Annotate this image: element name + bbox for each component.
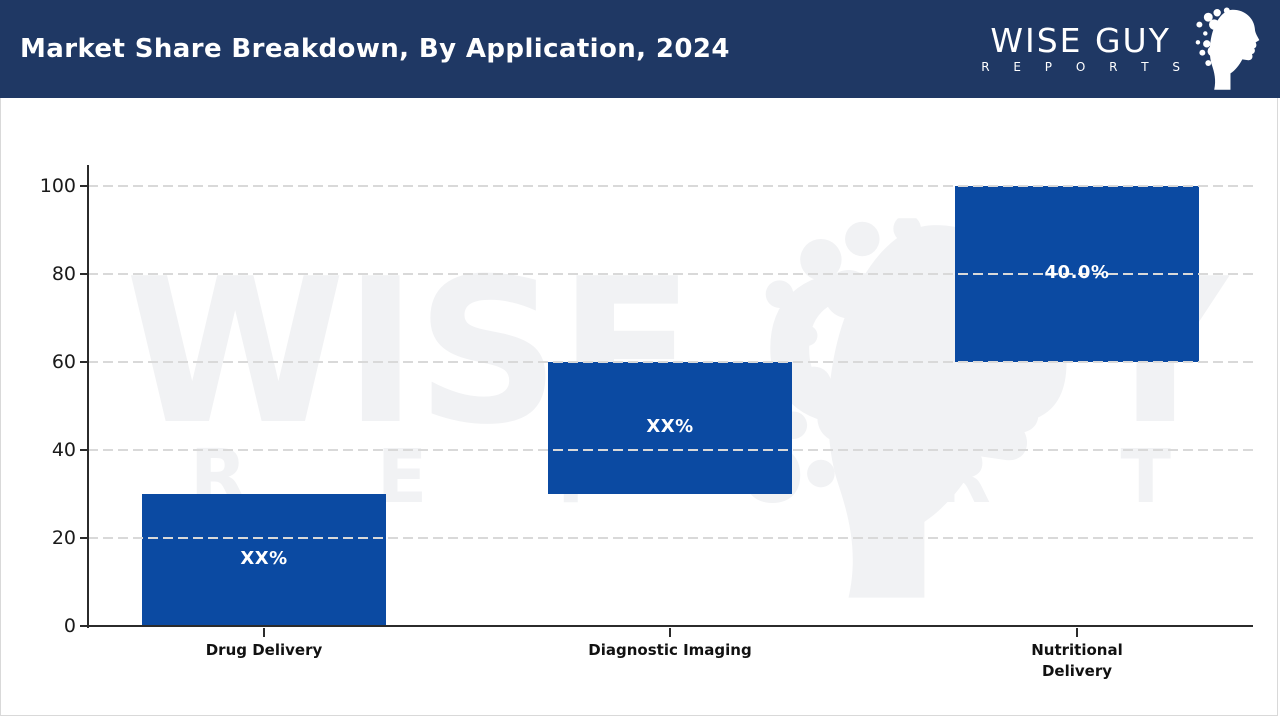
logo-subtitle: R E P O R T S — [981, 60, 1190, 75]
logo-head-dots-icon — [1192, 7, 1266, 91]
y-tick — [80, 361, 88, 363]
y-tick-label: 20 — [51, 527, 76, 549]
y-gridline — [88, 449, 1253, 451]
y-tick — [80, 449, 88, 451]
x-tick — [1076, 628, 1078, 637]
wise-guy-reports-logo: WISE GUY R E P O R T S — [971, 7, 1280, 91]
y-tick-label: 0 — [63, 615, 76, 637]
y-gridline — [88, 185, 1253, 187]
y-gridline — [88, 273, 1253, 275]
y-tick — [80, 537, 88, 539]
y-gridline — [88, 537, 1253, 539]
y-tick — [80, 273, 88, 275]
page-title: Market Share Breakdown, By Application, … — [20, 34, 730, 64]
bar-value-label: XX% — [646, 416, 694, 437]
y-tick-label: 60 — [51, 351, 76, 373]
logo-wordmark: WISE GUY — [990, 20, 1171, 60]
y-tick — [80, 625, 88, 627]
x-category-label: Drug Delivery — [205, 641, 323, 659]
y-axis-line — [87, 165, 89, 628]
logo-text: WISE GUY R E P O R T S — [971, 20, 1190, 75]
x-axis-line — [86, 625, 1253, 627]
bar-segment — [548, 362, 792, 494]
header-bar: Market Share Breakdown, By Application, … — [0, 0, 1280, 98]
bar-value-label: XX% — [240, 548, 288, 569]
x-tick — [669, 628, 671, 637]
y-tick-label: 100 — [39, 175, 76, 197]
x-category-label: Nutritional Delivery — [1031, 641, 1123, 680]
x-tick — [263, 628, 265, 637]
y-tick-label: 80 — [51, 263, 76, 285]
y-gridline — [88, 361, 1253, 363]
x-category-label: Diagnostic Imaging — [588, 641, 752, 659]
bar-value-label: 40.0% — [1044, 262, 1110, 283]
y-tick — [80, 185, 88, 187]
y-tick-label: 40 — [51, 439, 76, 461]
bar-segment — [142, 494, 386, 626]
